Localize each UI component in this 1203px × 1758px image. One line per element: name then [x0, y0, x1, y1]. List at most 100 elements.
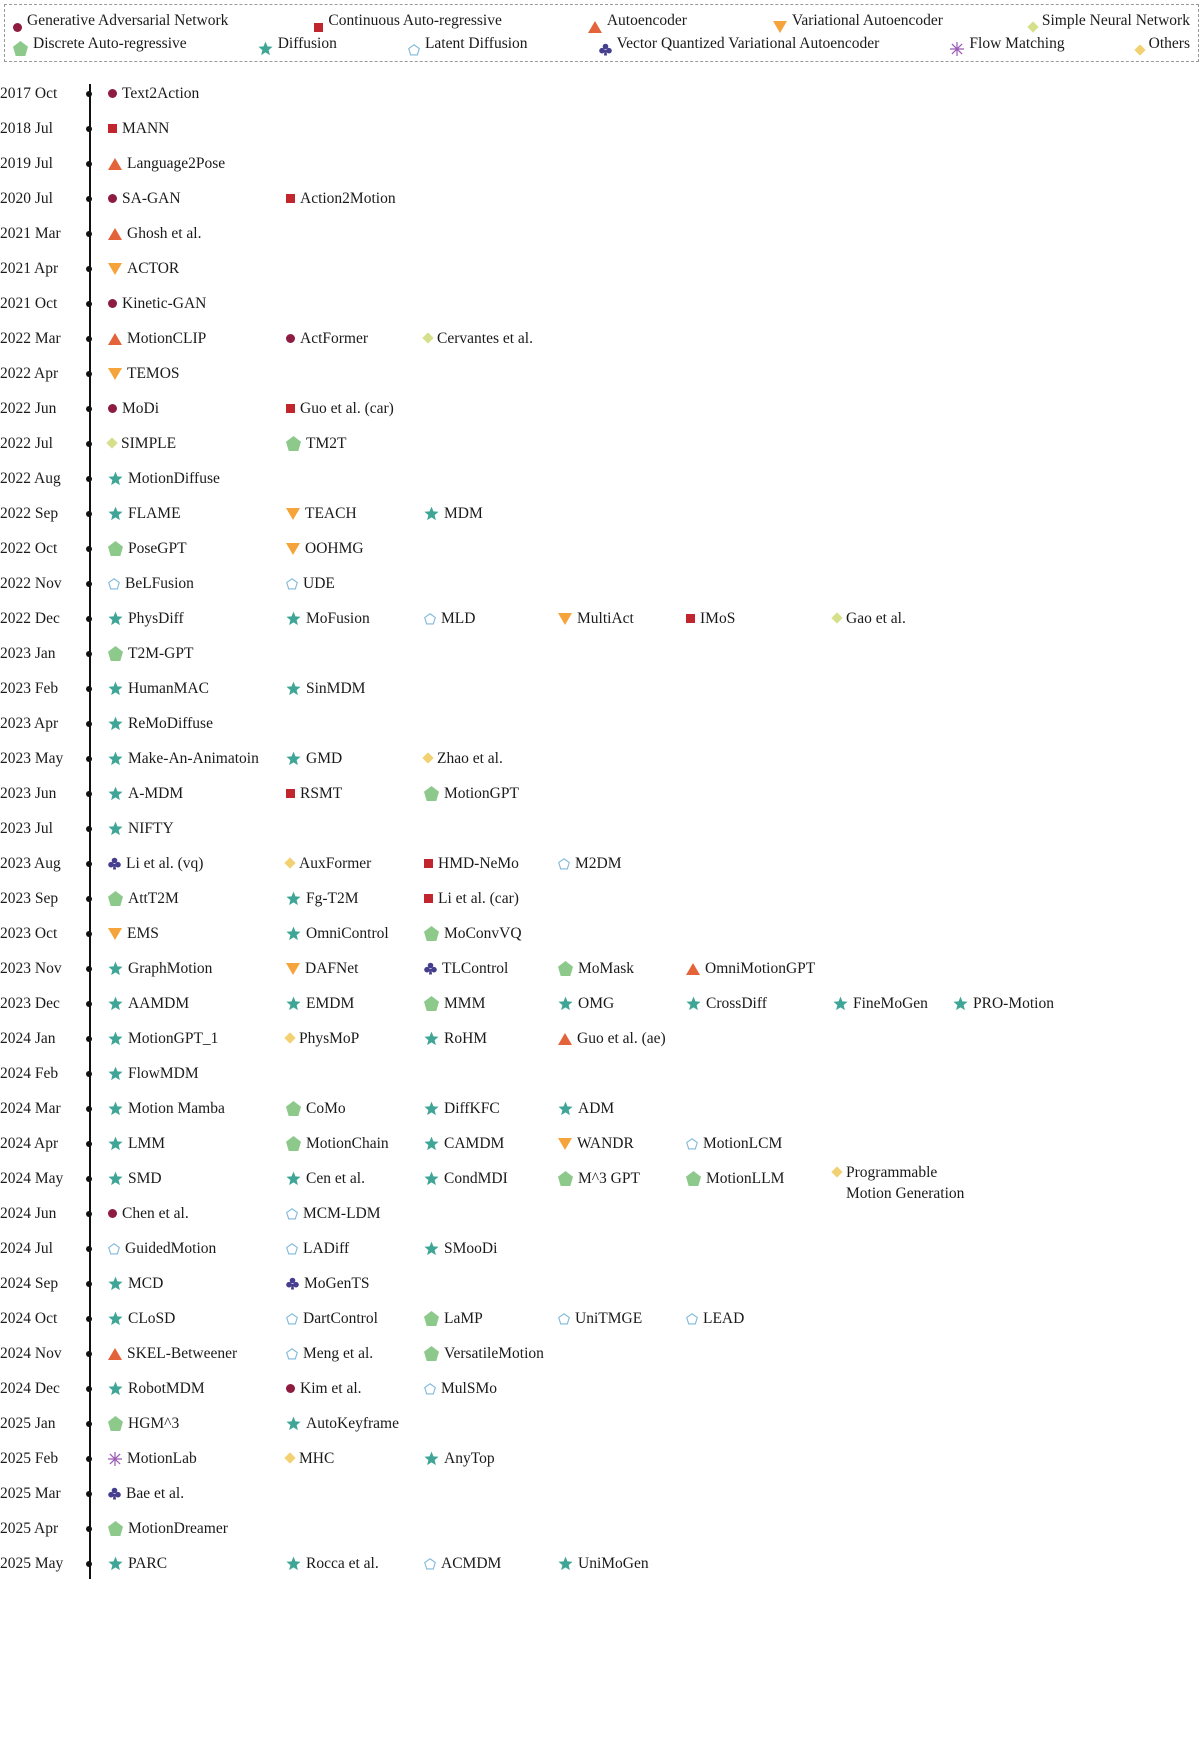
timeline-entry[interactable]: OmniMotionGPT — [686, 951, 815, 986]
timeline-entry[interactable]: SinMDM — [286, 671, 365, 706]
timeline-entry[interactable]: RobotMDM — [108, 1371, 205, 1406]
timeline-entry[interactable]: TM2T — [286, 426, 346, 461]
timeline-entry[interactable]: SA-GAN — [108, 181, 181, 216]
timeline-entry[interactable]: MotionLLM — [686, 1161, 784, 1196]
legend-item-dar[interactable]: Discrete Auto-regressive — [13, 31, 187, 56]
timeline-entry[interactable]: PhysMoP — [284, 1021, 359, 1056]
timeline-entry[interactable]: DAFNet — [286, 951, 358, 986]
timeline-entry[interactable]: MoConvVQ — [424, 916, 522, 951]
timeline-entry[interactable]: Li et al. (car) — [424, 881, 519, 916]
timeline-entry[interactable]: FineMoGen — [833, 986, 928, 1021]
timeline-entry[interactable]: VersatileMotion — [424, 1336, 544, 1371]
timeline-entry[interactable]: PoseGPT — [108, 531, 187, 566]
timeline-entry[interactable]: Rocca et al. — [286, 1546, 379, 1581]
timeline-entry[interactable]: AnyTop — [424, 1441, 495, 1476]
timeline-entry[interactable]: PRO-Motion — [953, 986, 1054, 1021]
timeline-entry[interactable]: T2M-GPT — [108, 636, 193, 671]
timeline-entry[interactable]: MotionGPT_1 — [108, 1021, 218, 1056]
timeline-entry[interactable]: Guo et al. (ae) — [558, 1021, 666, 1056]
timeline-entry[interactable]: CoMo — [286, 1091, 346, 1126]
timeline-entry[interactable]: MoGenTS — [286, 1266, 369, 1301]
timeline-entry[interactable]: GraphMotion — [108, 951, 212, 986]
timeline-entry[interactable]: NIFTY — [108, 811, 174, 846]
timeline-entry[interactable]: TEMOS — [108, 356, 180, 391]
timeline-entry[interactable]: AutoKeyframe — [286, 1406, 399, 1441]
timeline-entry[interactable]: MotionDreamer — [108, 1511, 228, 1546]
timeline-entry[interactable]: LaMP — [424, 1301, 483, 1336]
timeline-entry[interactable]: AAMDM — [108, 986, 189, 1021]
timeline-entry[interactable]: MotionGPT — [424, 776, 519, 811]
timeline-entry[interactable]: RSMT — [286, 776, 342, 811]
timeline-entry[interactable]: Motion Mamba — [108, 1091, 225, 1126]
timeline-entry[interactable]: MoFusion — [286, 601, 370, 636]
timeline-entry[interactable]: OOHMG — [286, 531, 364, 566]
timeline-entry[interactable]: MotionChain — [286, 1126, 389, 1161]
legend-item-snn[interactable]: Simple Neural Network — [1027, 10, 1190, 33]
timeline-entry[interactable]: SMD — [108, 1161, 162, 1196]
timeline-entry[interactable]: MHC — [284, 1441, 334, 1476]
timeline-entry[interactable]: Fg-T2M — [286, 881, 359, 916]
timeline-entry[interactable]: CrossDiff — [686, 986, 767, 1021]
timeline-entry[interactable]: CLoSD — [108, 1301, 175, 1336]
timeline-entry[interactable]: Action2Motion — [286, 181, 396, 216]
timeline-entry[interactable]: CondMDI — [424, 1161, 508, 1196]
timeline-entry[interactable]: EMDM — [286, 986, 354, 1021]
timeline-entry[interactable]: MMM — [424, 986, 485, 1021]
legend-item-vqvae[interactable]: Vector Quantized Variational Autoencoder — [598, 32, 879, 56]
timeline-entry[interactable]: WANDR — [558, 1126, 634, 1161]
timeline-entry[interactable]: ADM — [558, 1091, 614, 1126]
legend-item-fm[interactable]: Flow Matching — [950, 31, 1065, 56]
timeline-entry[interactable]: MotionCLIP — [108, 321, 206, 356]
timeline-entry[interactable]: Gao et al. — [831, 601, 906, 636]
timeline-entry[interactable]: OmniControl — [286, 916, 389, 951]
timeline-entry[interactable]: SIMPLE — [106, 426, 176, 461]
timeline-entry[interactable]: TEACH — [286, 496, 357, 531]
timeline-entry[interactable]: Programmable Motion Generation — [831, 1162, 976, 1204]
timeline-entry[interactable]: TLControl — [424, 951, 508, 986]
timeline-entry[interactable]: Make-An-Animatoin — [108, 741, 259, 776]
timeline-entry[interactable]: FLAME — [108, 496, 181, 531]
timeline-entry[interactable]: MoDi — [108, 391, 159, 426]
timeline-entry[interactable]: MultiAct — [558, 601, 634, 636]
timeline-entry[interactable]: FlowMDM — [108, 1056, 199, 1091]
timeline-entry[interactable]: M2DM — [558, 846, 622, 881]
timeline-entry[interactable]: UDE — [286, 566, 335, 601]
timeline-entry[interactable]: AuxFormer — [284, 846, 371, 881]
timeline-entry[interactable]: MotionDiffuse — [108, 461, 220, 496]
timeline-entry[interactable]: DiffKFC — [424, 1091, 500, 1126]
timeline-entry[interactable]: ReMoDiffuse — [108, 706, 213, 741]
timeline-entry[interactable]: EMS — [108, 916, 159, 951]
timeline-entry[interactable]: OMG — [558, 986, 614, 1021]
timeline-entry[interactable]: Bae et al. — [108, 1476, 184, 1511]
timeline-entry[interactable]: RoHM — [424, 1021, 487, 1056]
timeline-entry[interactable]: LEAD — [686, 1301, 744, 1336]
timeline-entry[interactable]: MotionLCM — [686, 1126, 782, 1161]
legend-item-vae[interactable]: Variational Autoencoder — [772, 9, 943, 33]
timeline-entry[interactable]: PhysDiff — [108, 601, 184, 636]
timeline-entry[interactable]: BeLFusion — [108, 566, 194, 601]
timeline-entry[interactable]: LMM — [108, 1126, 165, 1161]
timeline-entry[interactable]: MDM — [424, 496, 483, 531]
legend-item-diff[interactable]: Diffusion — [258, 31, 337, 56]
timeline-entry[interactable]: Cen et al. — [286, 1161, 365, 1196]
timeline-entry[interactable]: Li et al. (vq) — [108, 846, 203, 881]
timeline-entry[interactable]: MCD — [108, 1266, 163, 1301]
legend-item-car[interactable]: Continuous Auto-regressive — [314, 10, 502, 32]
timeline-entry[interactable]: M^3 GPT — [558, 1161, 640, 1196]
timeline-entry[interactable]: MoMask — [558, 951, 634, 986]
timeline-entry[interactable]: Text2Action — [108, 76, 199, 111]
timeline-entry[interactable]: GuidedMotion — [108, 1231, 216, 1266]
timeline-entry[interactable]: ActFormer — [286, 321, 368, 356]
timeline-entry[interactable]: LADiff — [286, 1231, 349, 1266]
timeline-entry[interactable]: HMD-NeMo — [424, 846, 519, 881]
timeline-entry[interactable]: AttT2M — [108, 881, 179, 916]
timeline-entry[interactable]: Guo et al. (car) — [286, 391, 394, 426]
timeline-entry[interactable]: Kim et al. — [286, 1371, 362, 1406]
timeline-entry[interactable]: Chen et al. — [108, 1196, 189, 1231]
timeline-entry[interactable]: HGM^3 — [108, 1406, 179, 1441]
legend-item-ldm[interactable]: Latent Diffusion — [408, 32, 528, 56]
timeline-entry[interactable]: A-MDM — [108, 776, 183, 811]
timeline-entry[interactable]: SKEL-Betweener — [108, 1336, 237, 1371]
timeline-entry[interactable]: SMooDi — [424, 1231, 497, 1266]
legend-item-other[interactable]: Others — [1133, 33, 1190, 56]
